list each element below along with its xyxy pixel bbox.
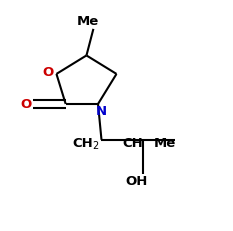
Text: Me: Me	[154, 137, 176, 150]
Text: CH: CH	[72, 137, 93, 150]
Text: CH: CH	[122, 137, 143, 150]
Text: N: N	[96, 105, 107, 118]
Text: OH: OH	[125, 175, 147, 188]
Text: Me: Me	[76, 15, 99, 28]
Text: 2: 2	[92, 140, 98, 151]
Text: O: O	[21, 98, 32, 111]
Text: O: O	[43, 66, 54, 79]
